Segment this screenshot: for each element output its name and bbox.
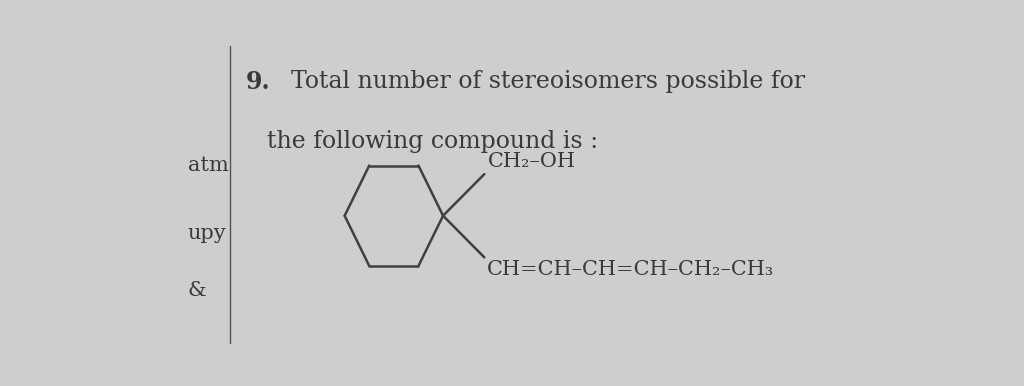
Text: the following compound is :: the following compound is : — [267, 130, 598, 153]
Text: CH₂–OH: CH₂–OH — [488, 152, 577, 171]
Text: upy: upy — [187, 224, 226, 243]
Text: 9.: 9. — [246, 70, 270, 94]
Text: atm: atm — [187, 156, 228, 175]
Text: CH=CH–CH=CH–CH₂–CH₃: CH=CH–CH=CH–CH₂–CH₃ — [486, 260, 774, 279]
Text: &: & — [187, 281, 206, 300]
Text: Total number of stereoisomers possible for: Total number of stereoisomers possible f… — [291, 71, 805, 93]
